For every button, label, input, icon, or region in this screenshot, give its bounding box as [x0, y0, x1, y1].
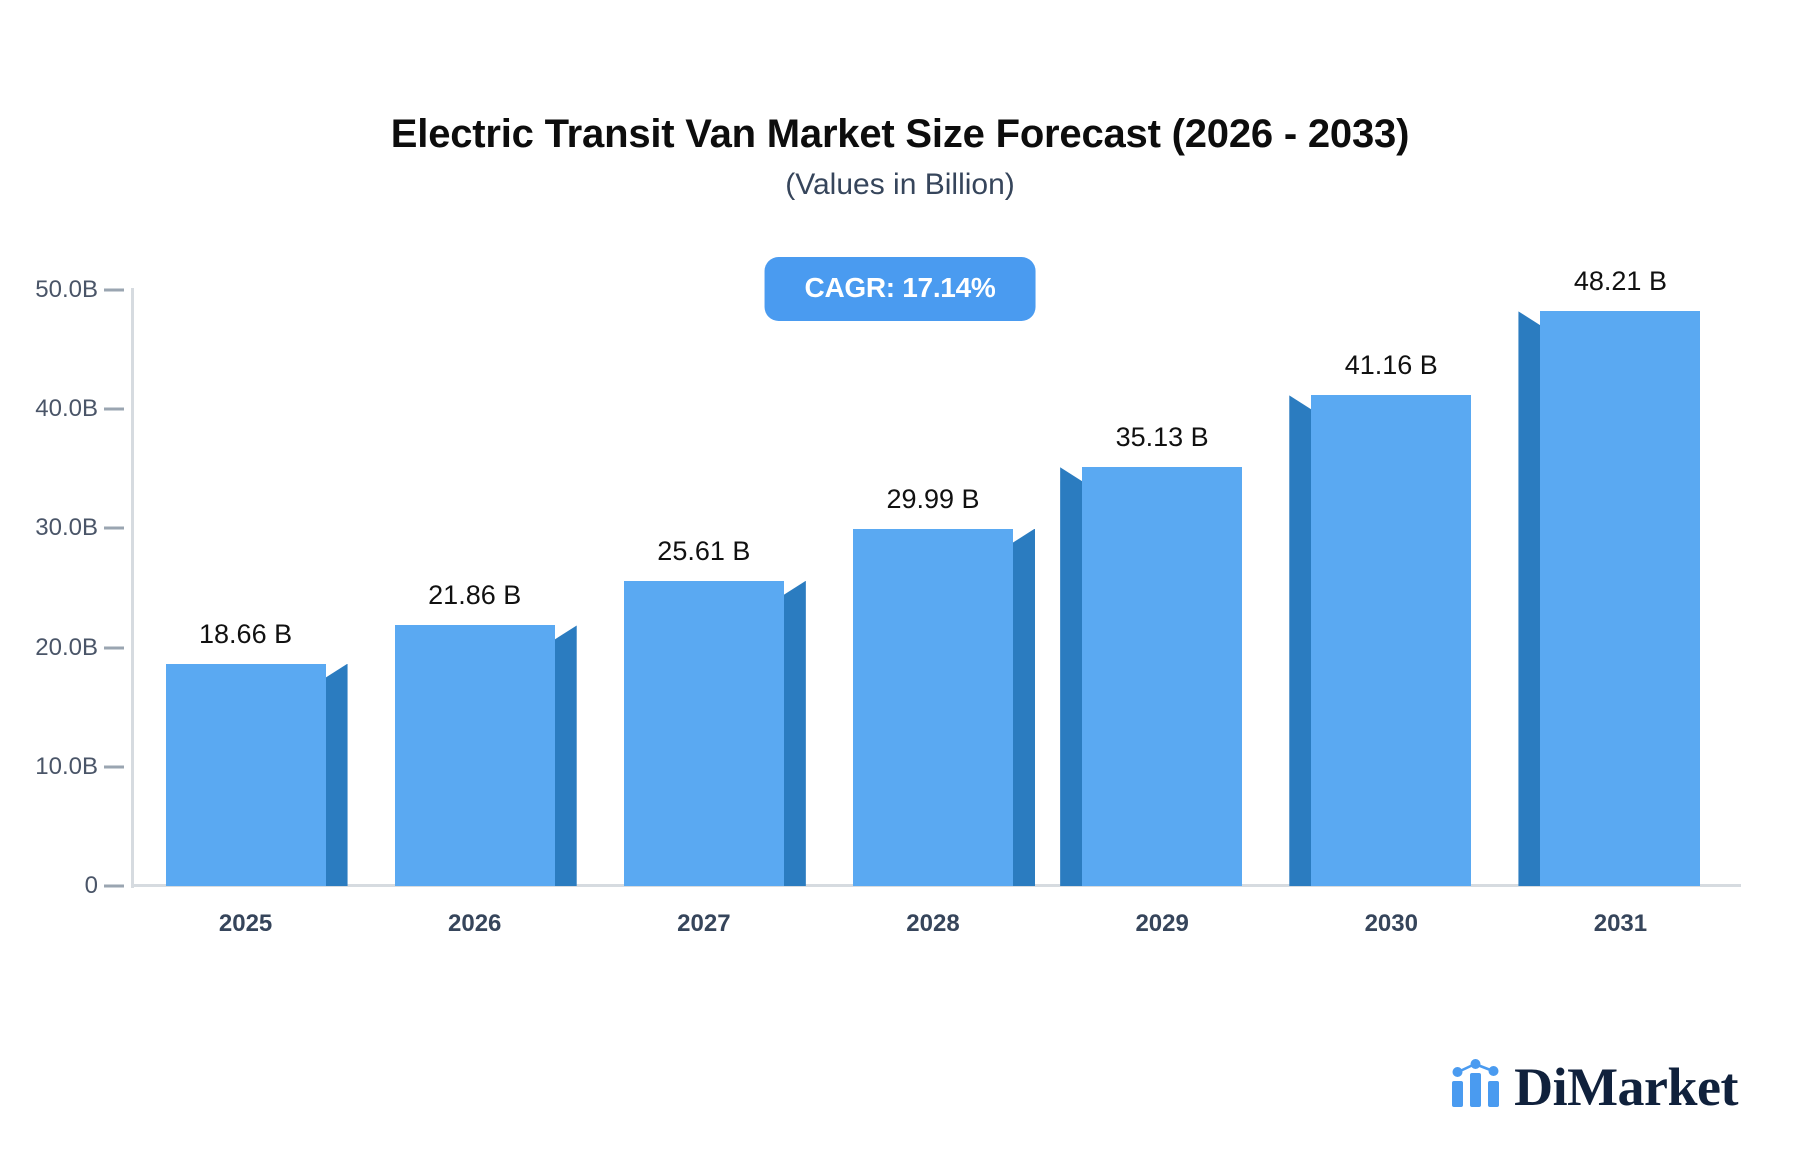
bar: 25.61 B: [623, 536, 806, 886]
bar-face: [165, 663, 326, 886]
bar-value-label: 18.66 B: [199, 618, 293, 649]
bar-value-label: 41.16 B: [1344, 350, 1438, 381]
y-axis-tick-label: 50.0B: [35, 276, 98, 303]
plot-area: 18.66 B 21.86 B 25.61 B 29.99 B 35.13 B 41.16…: [131, 266, 1735, 886]
bar: 35.13 B: [1060, 422, 1243, 886]
x-axis-tick-label: 2028: [906, 910, 960, 937]
bar-side-shading: [554, 625, 577, 886]
bar-side-shading: [1060, 467, 1083, 886]
chart-subtitle: (Values in Billion): [785, 168, 1015, 201]
bar-side-shading: [783, 580, 806, 886]
bar-value-label: 48.21 B: [1573, 266, 1667, 297]
y-axis-tick-label: 20.0B: [35, 633, 98, 661]
bar-face: [1082, 467, 1243, 886]
bar-side-shading: [1289, 395, 1312, 886]
x-axis-tick-label: 2027: [677, 910, 731, 937]
y-axis-tick-mark: [104, 407, 124, 411]
bar-value-label: 29.99 B: [886, 483, 980, 514]
y-axis-tick-mark: [104, 526, 124, 530]
bar-value-label: 21.86 B: [428, 580, 522, 611]
bar-side-shading: [1518, 311, 1541, 886]
y-axis-tick-label: 0: [84, 872, 98, 899]
x-axis-tick-label: 2030: [1364, 910, 1418, 937]
bar-side-shading: [1013, 528, 1035, 886]
brand-logo: DiMarket: [1450, 1059, 1738, 1114]
chart-title: Electric Transit Van Market Size Forecas…: [390, 112, 1410, 156]
y-axis-tick-mark: [104, 288, 124, 292]
bar-face: [853, 528, 1013, 886]
x-axis-tick-label: 2031: [1593, 910, 1648, 937]
bar-value-label: 25.61 B: [657, 535, 751, 566]
y-axis-tick-mark: [104, 765, 124, 769]
bar-side-shading: [325, 663, 348, 886]
bar-face: [623, 580, 784, 886]
bar-face: [394, 625, 555, 886]
y-axis-tick-label: 40.0B: [35, 395, 98, 423]
bar: 18.66 B: [165, 619, 348, 886]
bar-value-label: 35.13 B: [1115, 422, 1209, 453]
x-axis-tick-label: 2026: [448, 910, 502, 937]
y-axis-tick-mark: [104, 884, 124, 888]
y-axis-tick-mark: [104, 646, 124, 650]
cagr-badge: CAGR: 17.14%: [764, 257, 1036, 321]
bar: 29.99 B: [853, 484, 1035, 886]
y-axis-tick-label: 10.0B: [35, 752, 98, 780]
bar-face: [1540, 311, 1701, 886]
bar: 48.21 B: [1518, 266, 1701, 886]
x-axis-tick-label: 2025: [218, 910, 273, 937]
bar-chart-icon: [1450, 1059, 1504, 1114]
bar: 41.16 B: [1289, 350, 1472, 886]
x-axis-tick-label: 2029: [1135, 910, 1189, 937]
bar: 21.86 B: [394, 580, 577, 886]
brand-logo-text: DiMarket: [1514, 1056, 1738, 1117]
y-axis-tick-label: 30.0B: [35, 514, 98, 542]
y-axis-line: [131, 288, 134, 888]
bar-face: [1311, 395, 1472, 886]
